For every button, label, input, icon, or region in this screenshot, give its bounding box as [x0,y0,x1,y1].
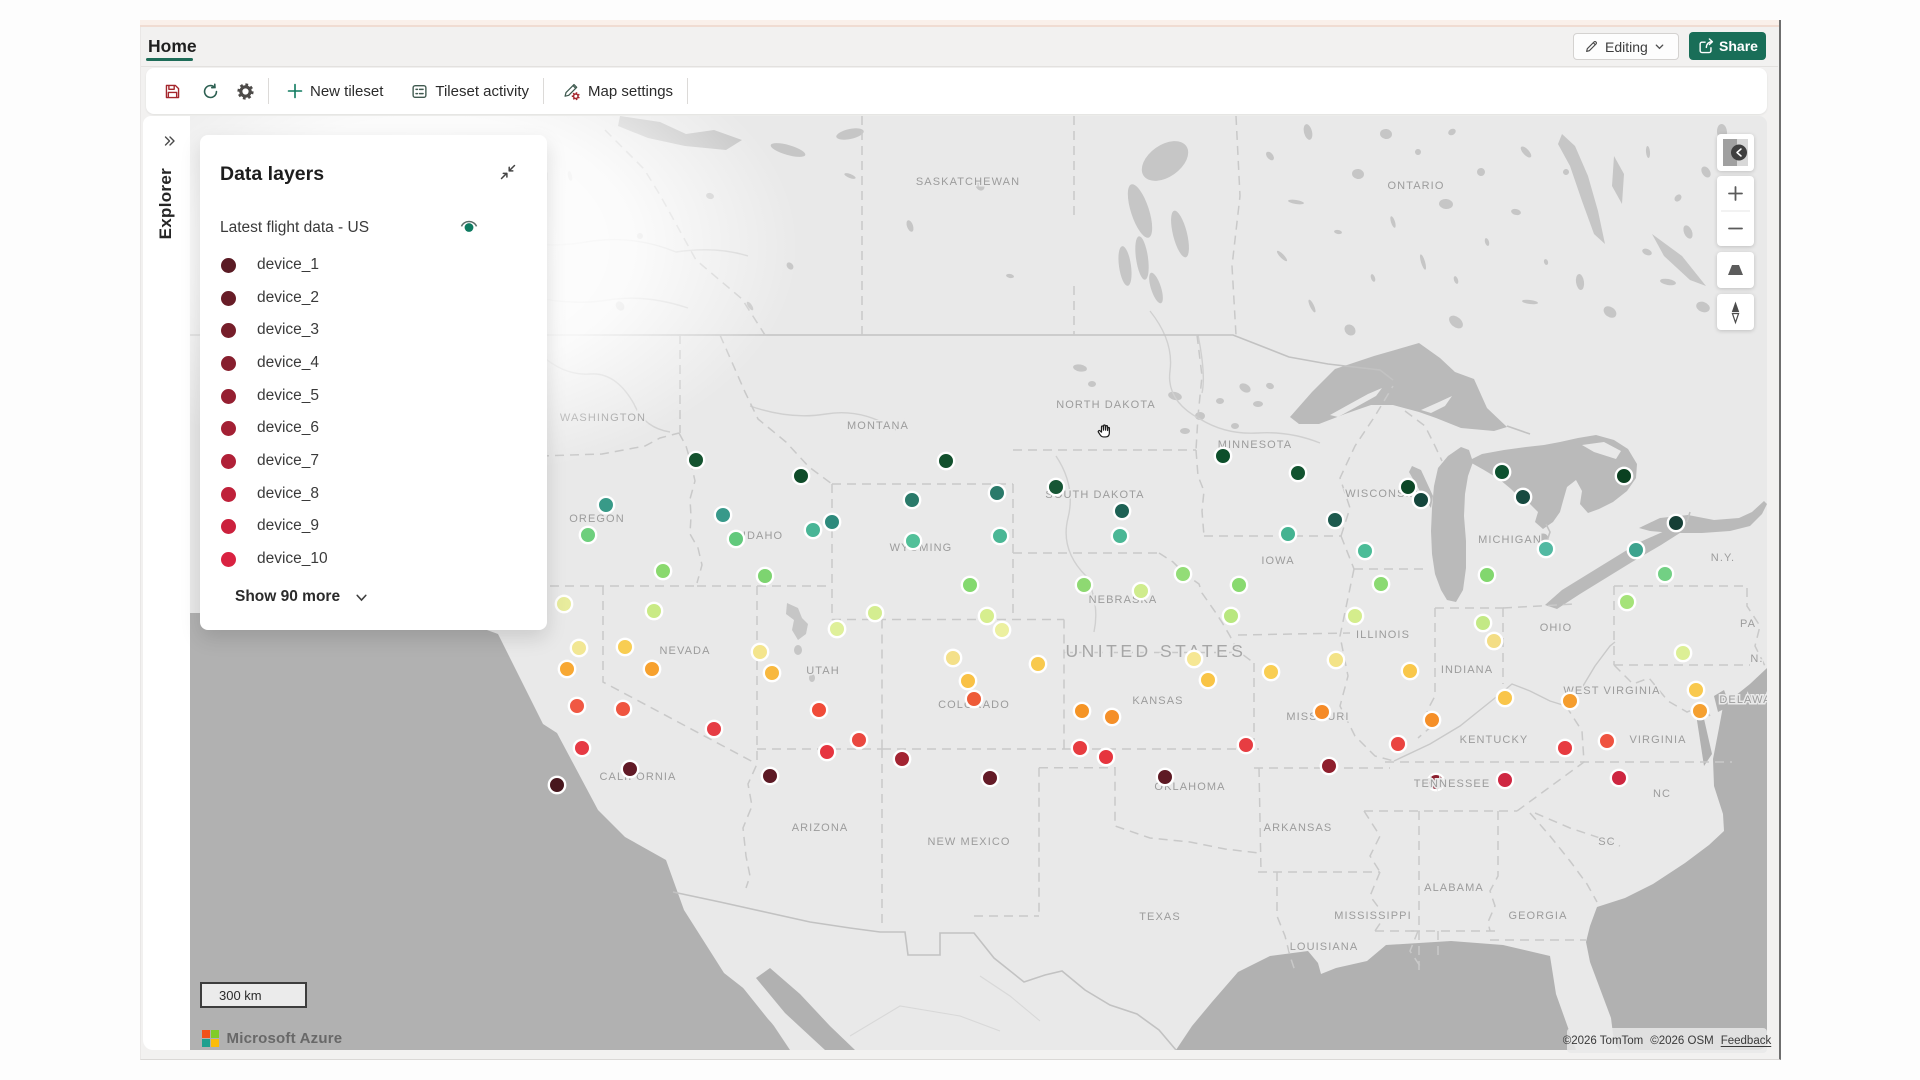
svg-text:N.: N. [1750,653,1763,665]
svg-text:IDAHO: IDAHO [743,530,783,542]
svg-text:KANSAS: KANSAS [1132,695,1183,707]
svg-text:ONTARIO: ONTARIO [1388,180,1445,192]
svg-text:OHIO: OHIO [1540,622,1573,634]
svg-text:N.Y.: N.Y. [1711,552,1735,564]
svg-text:ARIZONA: ARIZONA [792,822,849,834]
svg-text:SOUTH DAKOTA: SOUTH DAKOTA [1045,489,1144,501]
svg-text:ILLINOIS: ILLINOIS [1356,629,1410,641]
svg-text:SC: SC [1598,836,1615,848]
svg-text:DELAWAR: DELAWAR [1719,694,1767,706]
svg-text:PA: PA [1740,618,1756,630]
svg-text:NEW MEXICO: NEW MEXICO [927,836,1010,848]
svg-text:UNITED STATES: UNITED STATES [1066,641,1247,661]
svg-text:GEORGIA: GEORGIA [1508,910,1567,922]
svg-text:INDIANA: INDIANA [1441,664,1493,676]
svg-text:WEST VIRGINIA: WEST VIRGINIA [1563,685,1660,697]
svg-text:MICHIGAN: MICHIGAN [1478,534,1542,546]
svg-text:KENTUCKY: KENTUCKY [1460,734,1529,746]
svg-text:TEXAS: TEXAS [1139,911,1181,923]
svg-text:OREGON: OREGON [569,513,625,525]
svg-text:UTAH: UTAH [806,665,840,677]
svg-text:ARKANSAS: ARKANSAS [1264,822,1333,834]
svg-text:ALABAMA: ALABAMA [1424,882,1484,894]
svg-text:MONTANA: MONTANA [847,420,909,432]
svg-text:MINNESOTA: MINNESOTA [1218,439,1292,451]
svg-text:IOWA: IOWA [1261,555,1294,567]
svg-text:NEVADA: NEVADA [659,645,710,657]
svg-text:NC: NC [1653,788,1671,800]
svg-text:SASKATCHEWAN: SASKATCHEWAN [916,176,1020,188]
svg-text:MISSISSIPPI: MISSISSIPPI [1334,910,1412,922]
svg-text:CALIFORNIA: CALIFORNIA [599,771,676,783]
svg-text:LOUISIANA: LOUISIANA [1290,941,1359,953]
svg-text:VIRGINIA: VIRGINIA [1629,734,1686,746]
svg-text:TENNESSEE: TENNESSEE [1414,778,1491,790]
svg-text:NORTH DAKOTA: NORTH DAKOTA [1056,399,1156,411]
